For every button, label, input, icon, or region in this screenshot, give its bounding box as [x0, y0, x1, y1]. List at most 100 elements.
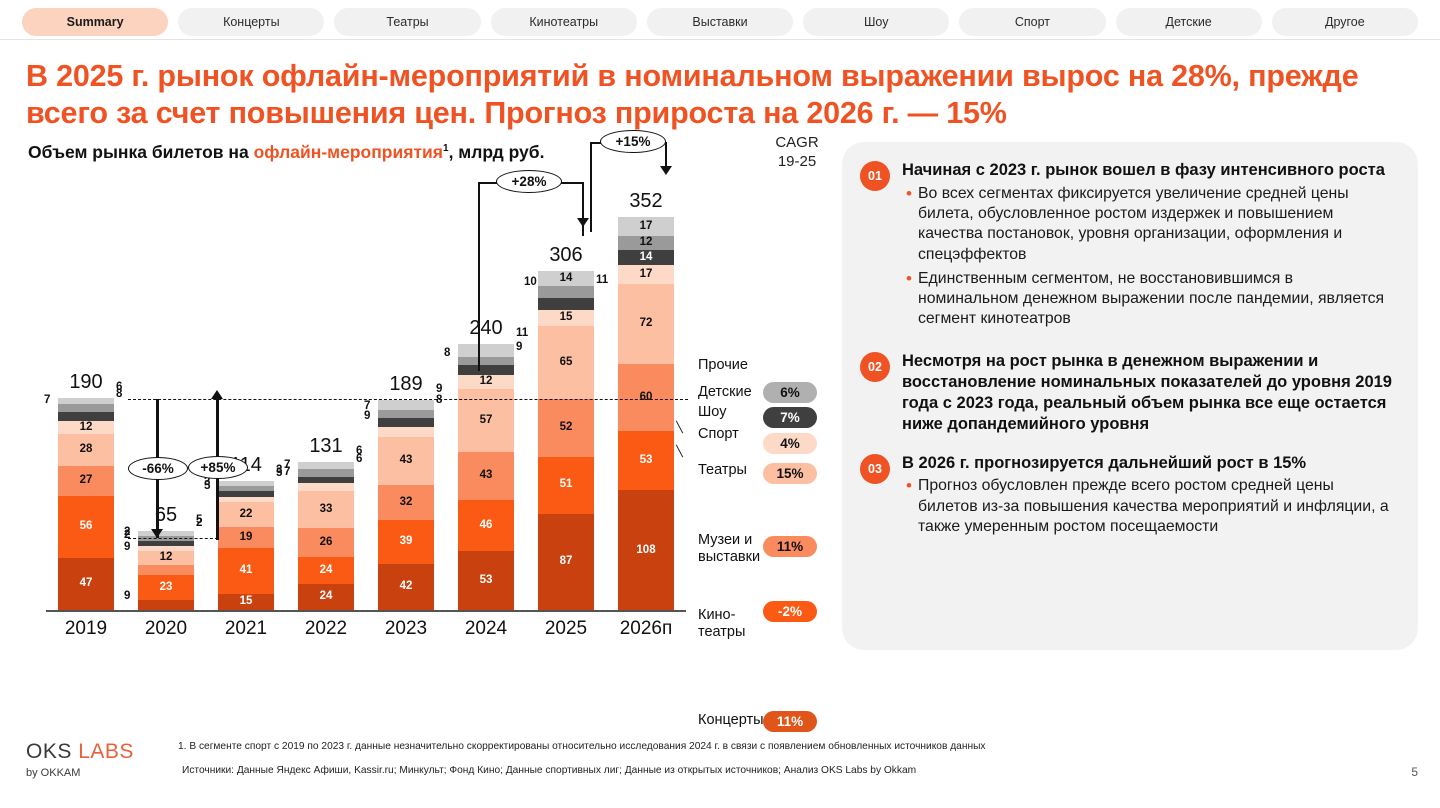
bar-segment: 17 — [618, 217, 674, 237]
tab-bar: Summary Концерты Театры Кинотеатры Выставки Ш… — [0, 0, 1440, 40]
x-axis-label: 2020 — [144, 618, 188, 640]
bar-segment: 12 — [58, 421, 114, 435]
insight-bullet: • Во всех сегментах фиксируется увеличени… — [902, 184, 1396, 264]
bar-segment: 17 — [618, 265, 674, 285]
x-axis-label: 2025 — [544, 618, 588, 640]
bar-column: 190 47 56 27 28 12 8 7 6 — [44, 172, 126, 611]
logo-subtitle: by OKKAM — [26, 767, 81, 779]
bracket-28-arrow — [577, 217, 589, 227]
bar-segment: 8 — [378, 394, 442, 427]
x-axis-label: 2023 — [384, 618, 428, 640]
cagr-badge: 11% — [763, 536, 817, 558]
legend-label: Кино-театры — [698, 607, 745, 640]
bar-stack: 15 41 19 22 5 5 3 3 — [204, 465, 282, 611]
bar-segment: 7 — [44, 395, 114, 413]
bar-segment: 7 — [284, 467, 354, 492]
bar-segment-label: 7 — [284, 466, 291, 479]
bracket-15-left — [590, 142, 592, 232]
x-axis-label: 2021 — [224, 618, 268, 640]
bar-segment: 6 — [58, 381, 122, 405]
bar-column: 306 87 51 52 65 15 11 10 14 — [524, 172, 608, 611]
bar-segment: 11 — [538, 274, 608, 310]
bar-segment: 26 — [298, 528, 354, 557]
bar-segment-label: 3 — [276, 464, 283, 477]
bracket-28-left — [478, 182, 480, 372]
insight-title: Начиная с 2023 г. рынок вошел в фазу инт… — [902, 161, 1385, 180]
bar-segment: 10 — [524, 277, 594, 298]
bar-segment: 23 — [138, 574, 194, 601]
cagr-badge: 15% — [763, 463, 817, 485]
growth-pill-85: +85% — [188, 456, 248, 480]
bar-segment: 8 — [444, 347, 514, 366]
tab-8[interactable]: Другое — [1271, 8, 1418, 36]
bar-segment-label: 11 — [596, 273, 609, 286]
insight-body: В 2026 г. прогнозируется дальнейший рост… — [902, 453, 1396, 541]
bar-segment: 3 — [218, 465, 282, 487]
bar-segment-label: 5 — [204, 479, 211, 492]
legend-label: Детские — [698, 384, 752, 401]
bar-segment-label: 2 — [124, 529, 131, 542]
cagr-column-header: CAGR 19-25 — [757, 134, 837, 172]
bar-segment-label: 9 — [124, 590, 131, 603]
bracket-28-right — [582, 182, 584, 236]
bar-segment-label: 6 — [356, 445, 363, 458]
insight-point: 03 В 2026 г. прогнозируется дальнейший ро… — [860, 453, 1396, 541]
x-axis-label: 2026п — [619, 618, 673, 640]
bar-segment: 14 — [538, 270, 594, 287]
dashed-baseline-190 — [128, 398, 688, 400]
legend-label: Шоу — [698, 404, 727, 421]
cagr-badge: 4% — [763, 433, 817, 455]
bar-stack: 53 46 43 57 12 9 8 11 — [444, 328, 528, 611]
bar-segment-label: 9 — [516, 341, 523, 354]
bar-segment: 51 — [538, 456, 594, 514]
bar-total-label: 190 — [69, 370, 103, 393]
bar-segment: 11 — [458, 328, 528, 357]
bar-segment: 9 — [364, 410, 434, 437]
legend-label: Концерты — [698, 712, 764, 729]
bar-total-label: 352 — [629, 190, 663, 213]
cagr-header-line2: 19-25 — [777, 153, 817, 171]
tab-5[interactable]: Шоу — [803, 8, 950, 36]
tab-1[interactable]: Концерты — [178, 8, 325, 36]
bar-segment: 28 — [58, 434, 114, 466]
tab-2[interactable]: Театры — [334, 8, 481, 36]
bar-segment: 52 — [538, 398, 594, 457]
decline-pill-66: -66% — [128, 457, 188, 481]
bar-total-label: 189 — [389, 373, 423, 395]
x-axis-labels: 2019 2020 2021 2022 2023 2024 2025 2026п — [46, 618, 686, 640]
insight-body: Начиная с 2023 г. рынок вошел в фазу инт… — [902, 160, 1396, 332]
bar-column: 65 9 23 9 12 2 2 2 5 — [124, 172, 206, 611]
tab-6[interactable]: Спорт — [959, 8, 1106, 36]
tab-3[interactable]: Кинотеатры — [490, 8, 637, 36]
chart-title-post: , млрд руб. — [448, 142, 545, 163]
bullet-dot-icon: • — [906, 268, 912, 288]
tab-summary[interactable]: Summary — [22, 8, 169, 36]
bar-segment-label: 9 — [364, 409, 371, 422]
bar-segment: 9 — [378, 383, 442, 411]
insight-body: Несмотря на рост рынка в денежном выраже… — [902, 351, 1396, 435]
cagr-badge: 7% — [763, 407, 817, 429]
logo-labs: LABS — [78, 740, 134, 763]
bar-segment: 53 — [458, 551, 514, 611]
bar-segment-label: 5 — [276, 467, 283, 480]
legend-label-line: театры — [698, 624, 746, 641]
bar-segment: 108 — [618, 490, 674, 611]
bar-segment-label: 3 — [204, 476, 211, 489]
page-title: В 2025 г. рынок офлайн-мероприятий в ном… — [26, 59, 1359, 131]
bullet-dot-icon: • — [906, 184, 912, 204]
bar-total-label: 65 — [154, 503, 178, 526]
bar-segment: 7 — [364, 401, 434, 418]
insight-title: В 2026 г. прогнозируется дальнейший рост… — [902, 453, 1307, 472]
bar-segment: 15 — [538, 309, 594, 327]
bar-segment: 46 — [458, 500, 514, 552]
bar-stack: 87 51 52 65 15 11 10 14 — [524, 270, 608, 611]
bar-stack: 47 56 27 28 12 8 7 6 — [44, 381, 122, 611]
bar-segment: 33 — [298, 491, 354, 529]
cagr-badge: 6% — [763, 382, 817, 404]
bar-segment: 53 — [618, 431, 674, 491]
sources: Источники: Данные Яндекс Афиши, Kassir.r… — [182, 765, 917, 776]
tab-4[interactable]: Выставки — [646, 8, 794, 36]
tab-7[interactable]: Детские — [1115, 8, 1262, 36]
bar-segment-label: 9 — [124, 540, 131, 553]
bar-segment: 14 — [618, 249, 674, 266]
